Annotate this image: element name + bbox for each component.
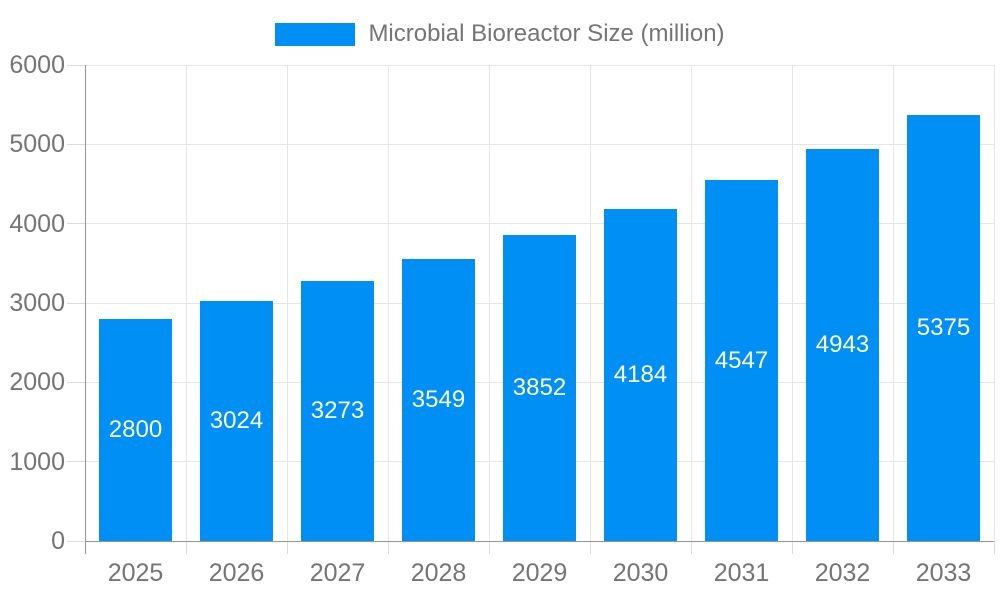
bar-2031[interactable] xyxy=(705,180,778,541)
y-axis-tick xyxy=(67,64,85,66)
x-axis-tick xyxy=(488,541,490,554)
y-tick-label: 1000 xyxy=(9,447,65,476)
legend-label: Microbial Bioreactor Size (million) xyxy=(368,20,725,47)
x-tick-label: 2033 xyxy=(915,559,972,587)
legend-swatch xyxy=(275,22,356,46)
y-gridline xyxy=(85,223,994,225)
x-axis-tick xyxy=(387,541,389,554)
bar-2025[interactable] xyxy=(99,318,172,541)
y-axis-line xyxy=(85,65,86,554)
y-axis-tick xyxy=(67,461,85,463)
x-axis-tick xyxy=(993,541,995,554)
x-axis-tick xyxy=(286,541,288,554)
bar-2027[interactable] xyxy=(301,281,374,541)
y-axis-tick xyxy=(67,540,85,542)
x-tick-label: 2025 xyxy=(107,559,164,587)
y-tick-label: 5000 xyxy=(9,130,65,159)
y-tick-label: 2000 xyxy=(9,368,65,397)
x-axis-tick xyxy=(589,541,591,554)
x-tick-label: 2028 xyxy=(410,559,467,587)
x-gridline xyxy=(892,65,894,541)
y-axis-tick xyxy=(67,381,85,383)
bar-2029[interactable] xyxy=(503,235,576,541)
x-axis-tick xyxy=(791,541,793,554)
y-axis-tick xyxy=(67,143,85,145)
x-tick-label: 2026 xyxy=(208,559,265,587)
bar-2030[interactable] xyxy=(604,209,677,541)
y-gridline xyxy=(85,64,994,66)
x-axis-tick xyxy=(185,541,187,554)
y-tick-label: 6000 xyxy=(9,51,65,79)
x-gridline xyxy=(993,65,995,541)
y-axis-tick xyxy=(67,223,85,225)
bar-2028[interactable] xyxy=(402,259,475,541)
y-tick-label: 3000 xyxy=(9,289,65,317)
x-gridline xyxy=(690,65,692,541)
x-axis-tick xyxy=(892,541,894,554)
x-tick-label: 2030 xyxy=(612,559,669,587)
plot-area: 0 1000 2000 3000 4000 5000 6000 2800 2025 3024 202… xyxy=(9,51,995,587)
legend[interactable]: Microbial Bioreactor Size (million) xyxy=(0,20,1000,48)
x-gridline xyxy=(387,65,389,541)
bar-2032[interactable] xyxy=(806,148,879,541)
y-gridline xyxy=(85,143,994,145)
x-tick-label: 2029 xyxy=(511,559,568,587)
x-tick-label: 2032 xyxy=(814,559,871,587)
bar-2026[interactable] xyxy=(200,301,273,541)
x-axis-line xyxy=(85,540,994,542)
x-gridline xyxy=(791,65,793,541)
y-tick-label: 0 xyxy=(51,527,65,555)
x-gridline xyxy=(185,65,187,541)
x-tick-label: 2027 xyxy=(309,559,366,587)
y-tick-label: 4000 xyxy=(9,209,65,238)
x-gridline xyxy=(488,65,490,541)
bar-2033[interactable] xyxy=(907,114,980,541)
x-gridline xyxy=(286,65,288,541)
x-axis-tick xyxy=(690,541,692,554)
x-tick-label: 2031 xyxy=(713,559,770,587)
x-gridline xyxy=(589,65,591,541)
y-axis-tick xyxy=(67,302,85,304)
